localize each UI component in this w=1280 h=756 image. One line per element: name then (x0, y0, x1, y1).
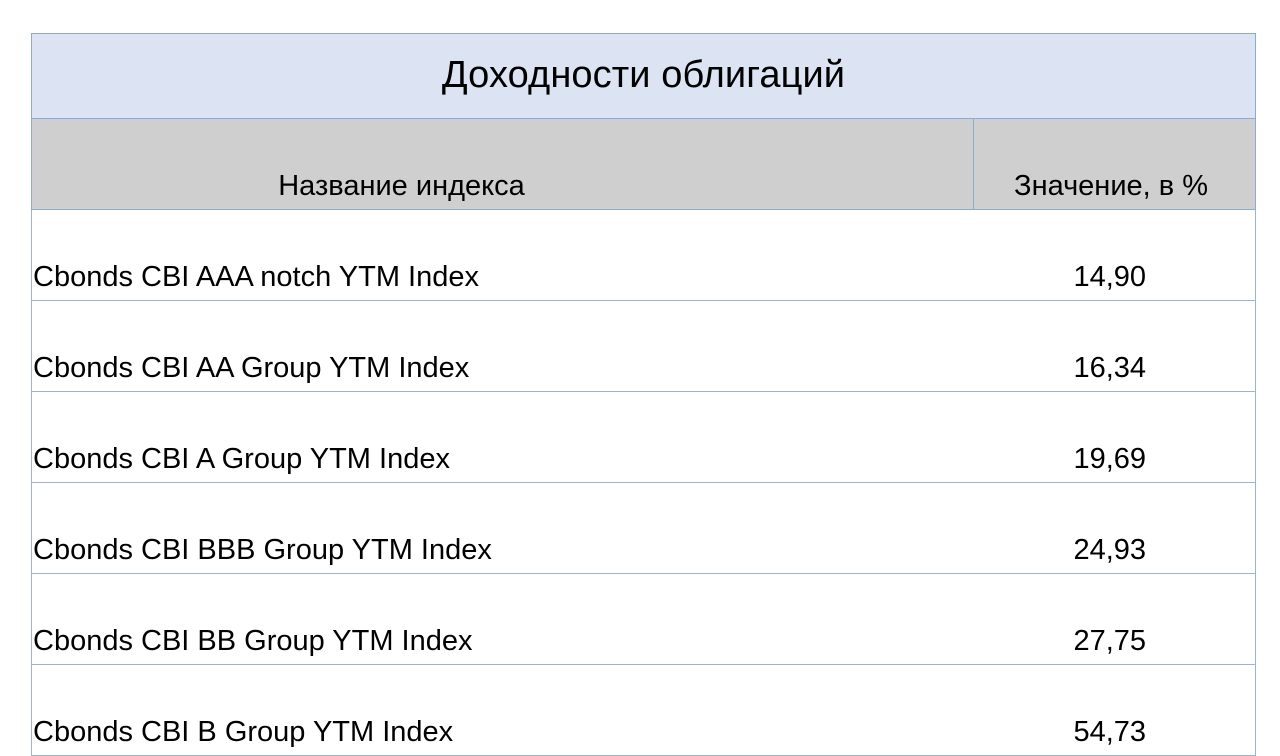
index-value-cell: 24,93 (973, 482, 1257, 574)
index-value-cell: 19,69 (973, 391, 1257, 483)
index-name-cell: Cbonds CBI AA Group YTM Index (31, 300, 974, 392)
index-value-cell: 14,90 (973, 209, 1257, 301)
table-title: Доходности облигаций (30, 33, 1257, 119)
index-name-cell: Cbonds CBI BB Group YTM Index (31, 573, 974, 665)
index-name-cell: Cbonds CBI B Group YTM Index (31, 664, 974, 756)
table-row: Cbonds CBI BB Group YTM Index 27,75 (31, 573, 1257, 665)
table-body: Cbonds CBI AAA notch YTM Index 14,90 Cbo… (31, 209, 1257, 756)
index-value-cell: 54,73 (973, 664, 1257, 756)
table-header-row: Название индекса Значение, в % (31, 118, 1257, 210)
table-row: Cbonds CBI BBB Group YTM Index 24,93 (31, 482, 1257, 574)
column-header-value: Значение, в % (972, 118, 1257, 210)
table-row: Cbonds CBI AAA notch YTM Index 14,90 (31, 209, 1257, 301)
index-value-cell: 27,75 (973, 573, 1257, 665)
index-name-cell: Cbonds CBI AAA notch YTM Index (31, 209, 974, 301)
slide-canvas: Доходности облигаций Название индекса Зн… (30, 33, 1257, 756)
table-row: Cbonds CBI A Group YTM Index 19,69 (31, 391, 1257, 483)
index-name-cell: Cbonds CBI BBB Group YTM Index (31, 482, 974, 574)
table-row: Cbonds CBI AA Group YTM Index 16,34 (31, 300, 1257, 392)
table-row: Cbonds CBI B Group YTM Index 54,73 (31, 664, 1257, 756)
column-header-index-name: Название индекса (31, 118, 974, 210)
index-name-cell: Cbonds CBI A Group YTM Index (31, 391, 974, 483)
index-value-cell: 16,34 (973, 300, 1257, 392)
table-title-row: Доходности облигаций (30, 33, 1257, 119)
bond-yields-table: Доходности облигаций Название индекса Зн… (30, 33, 1257, 756)
